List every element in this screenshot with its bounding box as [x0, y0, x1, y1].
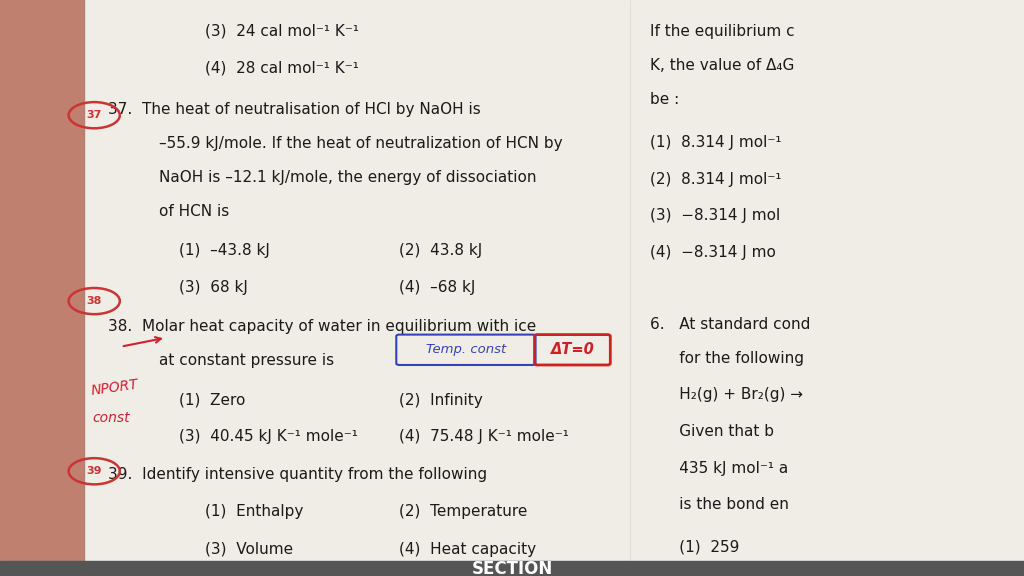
Text: Temp. const: Temp. const: [426, 343, 506, 357]
Text: (3)  24 cal mol⁻¹ K⁻¹: (3) 24 cal mol⁻¹ K⁻¹: [205, 24, 358, 39]
Text: NPORT: NPORT: [90, 377, 139, 397]
Text: SECTION: SECTION: [471, 560, 553, 576]
Text: 6.   At standard cond: 6. At standard cond: [650, 317, 811, 332]
Text: (3)  68 kJ: (3) 68 kJ: [179, 280, 248, 295]
Text: be :: be :: [650, 92, 680, 107]
Text: (1)  –43.8 kJ: (1) –43.8 kJ: [179, 244, 270, 259]
Text: 435 kJ mol⁻¹ a: 435 kJ mol⁻¹ a: [650, 461, 788, 476]
Text: (4)  75.48 J K⁻¹ mole⁻¹: (4) 75.48 J K⁻¹ mole⁻¹: [399, 429, 569, 444]
Text: (4)  −8.314 J mo: (4) −8.314 J mo: [650, 245, 776, 260]
Text: (2)  8.314 J mol⁻¹: (2) 8.314 J mol⁻¹: [650, 172, 781, 187]
Text: (4)  28 cal mol⁻¹ K⁻¹: (4) 28 cal mol⁻¹ K⁻¹: [205, 60, 358, 75]
Text: 39: 39: [86, 467, 102, 476]
Text: K, the value of Δ₄G: K, the value of Δ₄G: [650, 58, 795, 73]
Text: const: const: [92, 411, 130, 425]
Text: NaOH is –12.1 kJ/mole, the energy of dissociation: NaOH is –12.1 kJ/mole, the energy of dis…: [159, 170, 537, 185]
Text: 38.  Molar heat capacity of water in equilibrium with ice: 38. Molar heat capacity of water in equi…: [108, 320, 536, 335]
Text: for the following: for the following: [650, 351, 804, 366]
Text: Given that b: Given that b: [650, 424, 774, 439]
Text: ΔT=0: ΔT=0: [551, 342, 594, 357]
Text: (1)  259: (1) 259: [650, 539, 739, 554]
Text: (4)  Heat capacity: (4) Heat capacity: [399, 542, 537, 557]
Text: 38: 38: [86, 296, 102, 306]
Bar: [0, 562, 1024, 576]
Text: 39.  Identify intensive quantity from the following: 39. Identify intensive quantity from the…: [108, 467, 486, 482]
Bar: [0, 0, 84, 576]
Text: of HCN is: of HCN is: [159, 204, 229, 219]
Text: (3)  40.45 kJ K⁻¹ mole⁻¹: (3) 40.45 kJ K⁻¹ mole⁻¹: [179, 429, 358, 444]
Text: –55.9 kJ/mole. If the heat of neutralization of HCN by: –55.9 kJ/mole. If the heat of neutraliza…: [159, 136, 562, 151]
Text: 37.  The heat of neutralisation of HCl by NaOH is: 37. The heat of neutralisation of HCl by…: [108, 102, 480, 117]
Text: (1)  8.314 J mol⁻¹: (1) 8.314 J mol⁻¹: [650, 135, 781, 150]
Text: If the equilibrium c: If the equilibrium c: [650, 24, 795, 39]
Text: (2)  43.8 kJ: (2) 43.8 kJ: [399, 244, 482, 259]
Text: (2)  Temperature: (2) Temperature: [399, 504, 527, 519]
Text: at constant pressure is: at constant pressure is: [159, 354, 334, 369]
Text: (1)  Enthalpy: (1) Enthalpy: [205, 504, 303, 519]
Text: (4)  –68 kJ: (4) –68 kJ: [399, 280, 476, 295]
Text: is the bond en: is the bond en: [650, 498, 790, 513]
Text: (3)  −8.314 J mol: (3) −8.314 J mol: [650, 209, 780, 223]
Text: (1)  Zero: (1) Zero: [179, 393, 246, 408]
Text: 37: 37: [86, 110, 102, 120]
Text: H₂(g) + Br₂(g) →: H₂(g) + Br₂(g) →: [650, 388, 803, 403]
Text: (3)  Volume: (3) Volume: [205, 542, 293, 557]
Text: (2)  Infinity: (2) Infinity: [399, 393, 483, 408]
